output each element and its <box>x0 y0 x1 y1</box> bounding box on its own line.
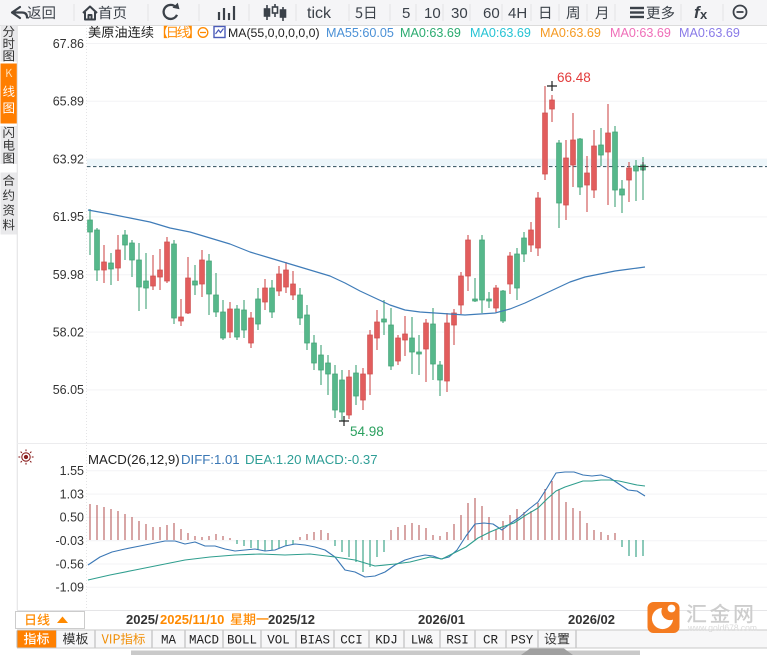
svg-text:KDJ: KDJ <box>375 634 398 648</box>
svg-text:tick: tick <box>307 5 332 22</box>
svg-text:2026/01: 2026/01 <box>418 612 465 627</box>
svg-text:MA55:60.05: MA55:60.05 <box>326 26 394 40</box>
svg-text:30: 30 <box>451 5 468 22</box>
svg-text:59.98: 59.98 <box>53 268 84 282</box>
svg-text:2026/02: 2026/02 <box>568 612 615 627</box>
svg-text:54.98: 54.98 <box>350 424 384 439</box>
svg-text:LW&: LW& <box>411 634 434 648</box>
svg-text:56.05: 56.05 <box>53 383 84 397</box>
svg-text:DEA:1.20: DEA:1.20 <box>245 452 301 467</box>
svg-text:1.03: 1.03 <box>60 487 84 501</box>
svg-text:MA0:63.69: MA0:63.69 <box>400 26 461 40</box>
svg-text:4H: 4H <box>508 5 527 22</box>
svg-text:MA0:63.69: MA0:63.69 <box>470 26 531 40</box>
svg-text:MA(55,0,0,0,0,0): MA(55,0,0,0,0,0) <box>228 26 320 40</box>
svg-text:MACD: MACD <box>189 634 219 648</box>
svg-text:DIFF:1.01: DIFF:1.01 <box>181 452 240 467</box>
svg-text:MA0:63.69: MA0:63.69 <box>679 26 740 40</box>
svg-text:MACD:-0.37: MACD:-0.37 <box>305 452 378 467</box>
svg-text:BIAS: BIAS <box>300 634 330 648</box>
svg-text:2025/11/10: 2025/11/10 <box>160 612 224 627</box>
svg-text:0.50: 0.50 <box>60 511 84 525</box>
svg-text:5: 5 <box>402 5 410 22</box>
svg-text:60: 60 <box>483 5 500 22</box>
svg-text:x: x <box>700 7 708 22</box>
svg-text:-0.56: -0.56 <box>56 557 85 571</box>
svg-text:63.92: 63.92 <box>53 152 84 166</box>
svg-text:61.95: 61.95 <box>53 210 84 224</box>
svg-text:CCI: CCI <box>340 634 363 648</box>
svg-text:66.48: 66.48 <box>557 70 591 85</box>
svg-text:MA: MA <box>161 634 177 648</box>
svg-text:58.02: 58.02 <box>53 325 84 339</box>
svg-text:MA0:63.69: MA0:63.69 <box>540 26 601 40</box>
svg-text:2025/12: 2025/12 <box>268 612 315 627</box>
svg-text:www.gold678.com: www.gold678.com <box>687 623 757 633</box>
svg-text:10: 10 <box>424 5 441 22</box>
svg-text:-0.03: -0.03 <box>56 534 85 548</box>
svg-text:RSI: RSI <box>446 634 469 648</box>
svg-text:65.89: 65.89 <box>53 95 84 109</box>
svg-text:BOLL: BOLL <box>227 634 257 648</box>
svg-text:CR: CR <box>483 634 499 648</box>
svg-text:-1.09: -1.09 <box>56 581 85 595</box>
svg-text:1.55: 1.55 <box>60 464 84 478</box>
svg-text:2025/: 2025/ <box>126 612 159 627</box>
svg-text:PSY: PSY <box>511 634 534 648</box>
svg-text:f: f <box>694 3 702 22</box>
svg-text:67.86: 67.86 <box>53 37 84 51</box>
svg-text:MACD(26,12,9): MACD(26,12,9) <box>88 452 180 467</box>
svg-text:VOL: VOL <box>267 634 290 648</box>
svg-text:MA0:63.69: MA0:63.69 <box>610 26 671 40</box>
